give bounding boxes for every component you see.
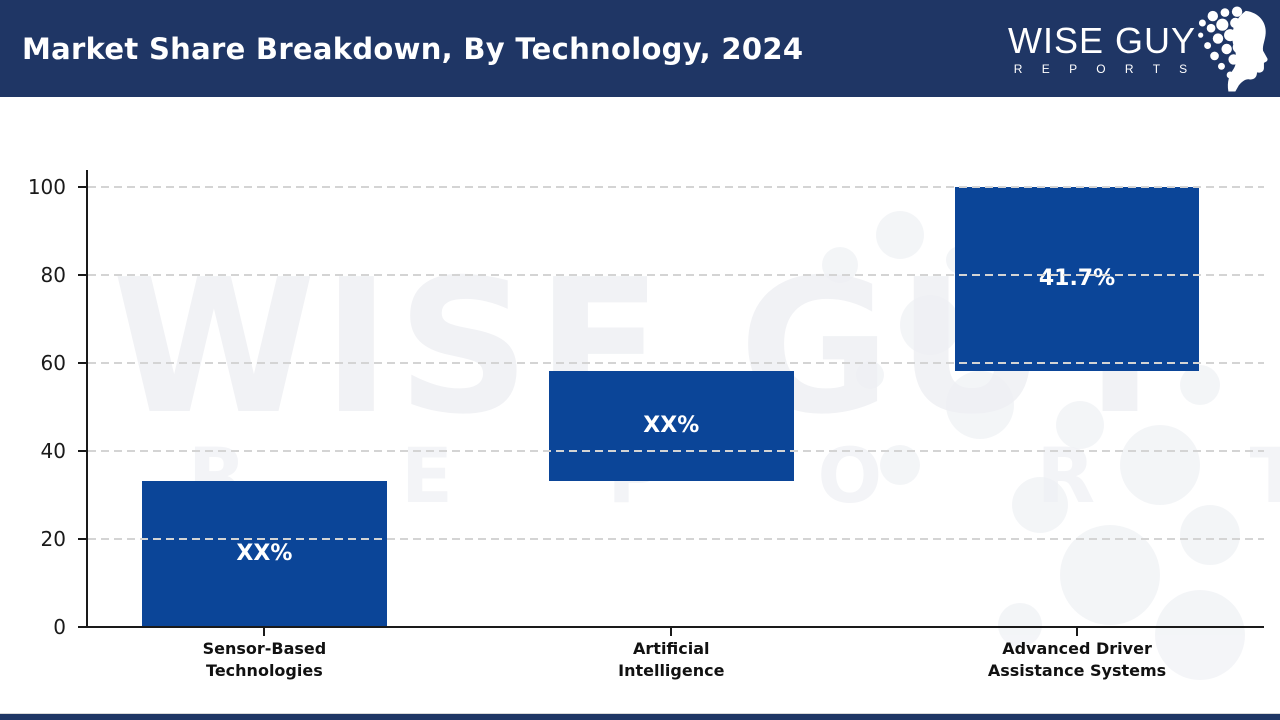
y-tick-mark-20: [78, 538, 86, 541]
gridline-y-20: [88, 538, 1264, 541]
footer-divider: [0, 713, 1280, 714]
y-tick-mark-40: [78, 450, 86, 453]
y-tick-label-20: 20: [40, 527, 66, 552]
logo-subtitle: R E P O R T S: [1013, 61, 1196, 76]
category-label-2: Advanced Driver Assistance Systems: [988, 638, 1166, 681]
bar-2: 41.7%: [954, 187, 1200, 371]
y-tick-mark-60: [78, 362, 86, 365]
page-title: Market Share Breakdown, By Technology, 2…: [22, 31, 804, 66]
category-label-line: Technologies: [206, 660, 323, 680]
y-axis-ticks: 0 20 40 60 80 100: [0, 170, 86, 637]
y-tick-label-0: 0: [53, 615, 66, 639]
gridline-y-60: [88, 362, 1264, 365]
gridline-y-100: [88, 186, 1264, 189]
y-tick-label-100: 100: [27, 175, 66, 200]
logo: WISE GUY R E P O R T S: [1008, 4, 1270, 94]
bar-value-label-2: 41.7%: [1038, 266, 1116, 292]
plot-area: XX% XX% 41.7%: [88, 170, 1264, 636]
y-tick-label-60: 60: [40, 351, 66, 376]
bar-value-label-1: XX%: [643, 413, 700, 439]
logo-wordmark: WISE GUY: [1007, 19, 1196, 61]
bar-value-label-0: XX%: [236, 541, 293, 567]
y-tick-label-40: 40: [40, 439, 66, 464]
gridline-y-40: [88, 450, 1264, 453]
y-tick-label-80: 80: [40, 263, 66, 288]
x-axis-labels: Sensor-Based Technologies Artificial Intell…: [88, 638, 1264, 698]
bar-0: XX%: [142, 480, 387, 627]
footer-bar: [0, 714, 1280, 720]
x-tick-mark-2: [1076, 628, 1079, 636]
category-label-line: Intelligence: [618, 660, 725, 680]
category-label-line: Advanced Driver: [1002, 639, 1152, 658]
category-label-0: Sensor-Based Technologies: [203, 638, 327, 681]
category-label-line: Sensor-Based: [202, 639, 327, 658]
x-tick-mark-1: [670, 628, 673, 636]
x-tick-mark-0: [263, 628, 266, 636]
logo-text: WISE GUY R E P O R T S: [1007, 19, 1196, 76]
bar-1: XX%: [548, 370, 794, 481]
y-tick-mark-0: [78, 626, 86, 628]
y-tick-mark-100: [78, 186, 86, 189]
gridline-y-80: [88, 274, 1264, 277]
x-axis-line: [86, 626, 1264, 628]
y-axis-line: [86, 170, 88, 628]
logo-face-icon: [1198, 6, 1268, 92]
category-label-line: Assistance Systems: [987, 660, 1167, 680]
category-label-line: Artificial: [633, 639, 710, 658]
header-bar: Market Share Breakdown, By Technology, 2…: [0, 0, 1280, 97]
category-label-1: Artificial Intelligence: [618, 638, 724, 681]
y-tick-mark-80: [78, 274, 86, 277]
